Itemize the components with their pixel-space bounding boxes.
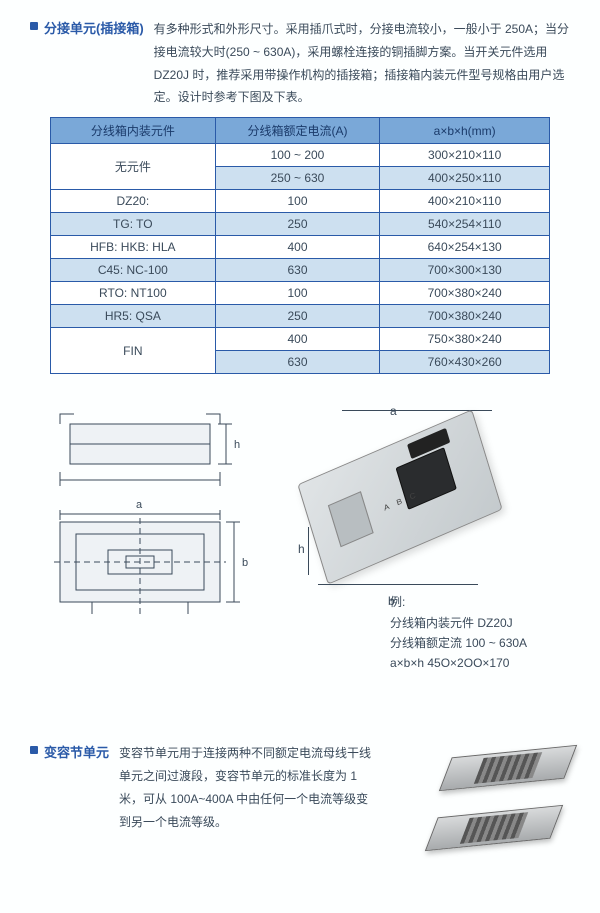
- table-cell: 100: [215, 190, 380, 213]
- example-head: 例:: [390, 592, 590, 612]
- table-cell: 640×254×130: [380, 236, 550, 259]
- table-row: 无元件100 ~ 200300×210×110: [51, 144, 550, 167]
- table-cell: 400: [215, 236, 380, 259]
- table-cell: 700×380×240: [380, 282, 550, 305]
- table-cell: 100 ~ 200: [215, 144, 380, 167]
- table-cell: 250: [215, 213, 380, 236]
- table-cell: C45: NC-100: [51, 259, 216, 282]
- section-1-title: 分接单元(插接箱): [44, 18, 144, 37]
- table-cell: 630: [215, 351, 380, 374]
- table-cell: 700×380×240: [380, 305, 550, 328]
- dimension-drawing: h a b: [30, 402, 260, 672]
- table-cell: 630: [215, 259, 380, 282]
- table-cell: 400×250×110: [380, 167, 550, 190]
- col-dim: a×b×h(mm): [380, 118, 550, 144]
- table-cell: 250: [215, 305, 380, 328]
- bullet-icon: [30, 746, 38, 754]
- table-cell: 540×254×110: [380, 213, 550, 236]
- table-cell: 400×210×110: [380, 190, 550, 213]
- section-2-title: 变容节单元: [44, 742, 109, 761]
- table-cell: 700×300×130: [380, 259, 550, 282]
- label-h: h: [234, 439, 240, 451]
- table-row: RTO: NT100100700×380×240: [51, 282, 550, 305]
- table-cell: FIN: [51, 328, 216, 374]
- section-1-header: 分接单元(插接箱) 有多种形式和外形尺寸。采用插爪式时，分接电流较小，一般小于 …: [30, 18, 570, 109]
- table-cell: TG: TO: [51, 213, 216, 236]
- example-line-3: a×b×h 45O×2OO×170: [390, 653, 590, 673]
- table-row: C45: NC-100630700×300×130: [51, 259, 550, 282]
- photo-label-a: a: [390, 404, 397, 418]
- connector-1: [439, 745, 577, 791]
- example-block: 例: 分线箱内装元件 DZ20J 分线箱额定流 100 ~ 630A a×b×h…: [390, 592, 590, 674]
- table-cell: RTO: NT100: [51, 282, 216, 305]
- connector-2: [425, 805, 563, 851]
- example-line-1: 分线箱内装元件 DZ20J: [390, 613, 590, 633]
- bullet-icon: [30, 22, 38, 30]
- table-cell: 250 ~ 630: [215, 167, 380, 190]
- table-cell: 无元件: [51, 144, 216, 190]
- label-a: a: [136, 499, 143, 511]
- figures-area: h a b: [30, 402, 570, 702]
- section-2-desc: 变容节单元用于连接两种不同额定电流母线干线单元之间过渡段，变容节单元的标准长度为…: [119, 742, 379, 833]
- table-cell: HFB: HKB: HLA: [51, 236, 216, 259]
- col-component: 分线箱内装元件: [51, 118, 216, 144]
- photo-label-h: h: [298, 542, 305, 556]
- table-cell: 400: [215, 328, 380, 351]
- section-1-desc: 有多种形式和外形尺寸。采用插爪式时，分接电流较小，一般小于 250A；当分接电流…: [154, 18, 570, 109]
- table-cell: DZ20:: [51, 190, 216, 213]
- product-photo: a A B C h b: [280, 402, 520, 602]
- table-row: FIN400750×380×240: [51, 328, 550, 351]
- col-current: 分线箱额定电流(A): [215, 118, 380, 144]
- table-cell: 760×430×260: [380, 351, 550, 374]
- example-line-2: 分线箱额定流 100 ~ 630A: [390, 633, 590, 653]
- table-row: TG: TO250540×254×110: [51, 213, 550, 236]
- table-row: DZ20:100400×210×110: [51, 190, 550, 213]
- table-cell: 100: [215, 282, 380, 305]
- table-row: HR5: QSA250700×380×240: [51, 305, 550, 328]
- table-cell: 750×380×240: [380, 328, 550, 351]
- table-cell: HR5: QSA: [51, 305, 216, 328]
- connector-photos: [428, 743, 578, 873]
- label-b: b: [242, 557, 248, 569]
- table-cell: 300×210×110: [380, 144, 550, 167]
- spec-table: 分线箱内装元件 分线箱额定电流(A) a×b×h(mm) 无元件100 ~ 20…: [50, 117, 550, 374]
- table-row: HFB: HKB: HLA400640×254×130: [51, 236, 550, 259]
